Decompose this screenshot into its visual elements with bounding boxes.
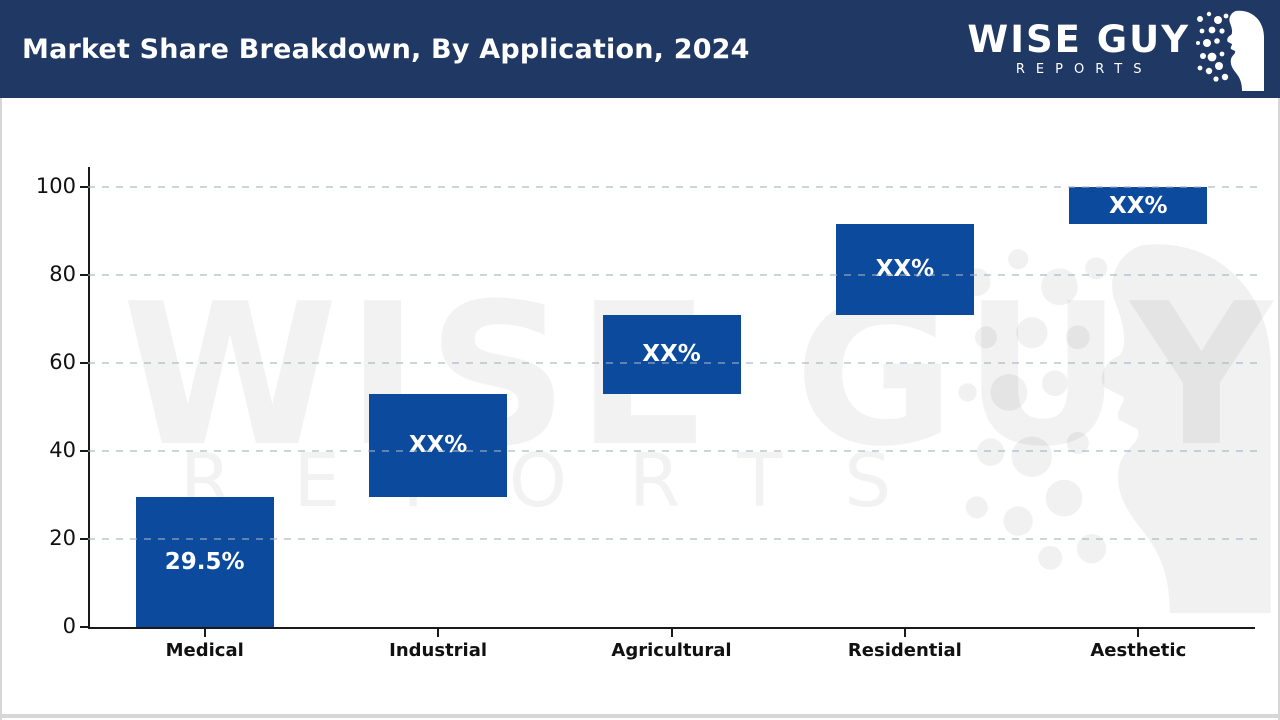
y-tick <box>80 186 88 188</box>
category-label: Industrial <box>389 640 488 661</box>
logo-subtitle: REPORTS <box>1015 62 1153 77</box>
y-tick <box>80 362 88 364</box>
bottom-border <box>0 714 1280 718</box>
x-tick <box>437 629 440 637</box>
bar-industrial: XX% <box>369 393 508 498</box>
gridline <box>88 362 1259 364</box>
x-tick <box>1137 629 1140 637</box>
y-tick-label: 80 <box>49 262 76 286</box>
dotted-face-icon <box>1196 10 1264 91</box>
left-border <box>0 98 2 720</box>
bar-value-label: XX% <box>875 256 935 283</box>
x-axis-line <box>88 627 1255 629</box>
bar-medical: 29.5% <box>135 497 274 627</box>
y-tick-label: 0 <box>62 614 76 638</box>
y-tick <box>80 538 88 540</box>
wise-guy-reports-logo: WISE GUY REPORTS <box>967 7 1280 91</box>
y-tick-label: 60 <box>49 350 76 374</box>
gridline <box>88 538 1259 540</box>
bar-residential: XX% <box>835 224 974 315</box>
logo-wordmark: WISE GUY <box>967 18 1190 61</box>
y-tick <box>80 450 88 452</box>
bar-aesthetic: XX% <box>1069 187 1208 225</box>
y-tick <box>80 626 88 628</box>
x-tick <box>903 629 906 637</box>
y-tick-label: 20 <box>49 526 76 550</box>
category-label: Aesthetic <box>1090 640 1187 661</box>
gridline <box>88 186 1259 188</box>
bar-value-label: XX% <box>1109 192 1168 219</box>
x-tick <box>203 629 206 637</box>
header-bar: Market Share Breakdown, By Application, … <box>0 0 1280 98</box>
category-label: Agricultural <box>611 640 732 661</box>
x-tick <box>670 629 673 637</box>
gridline <box>88 274 1259 276</box>
bar-value-label: XX% <box>408 432 468 459</box>
bar-agricultural: XX% <box>602 314 741 394</box>
right-border <box>1278 98 1280 720</box>
logo-text: WISE GUY REPORTS <box>967 21 1190 77</box>
bar-value-label: 29.5% <box>164 549 245 576</box>
y-axis-line <box>88 167 90 629</box>
y-tick <box>80 274 88 276</box>
page-title: Market Share Breakdown, By Application, … <box>22 33 750 65</box>
category-label: Residential <box>847 640 962 661</box>
y-tick-label: 40 <box>49 438 76 462</box>
y-tick-label: 100 <box>35 174 76 198</box>
category-label: Medical <box>165 640 244 661</box>
gridline <box>88 450 1259 452</box>
